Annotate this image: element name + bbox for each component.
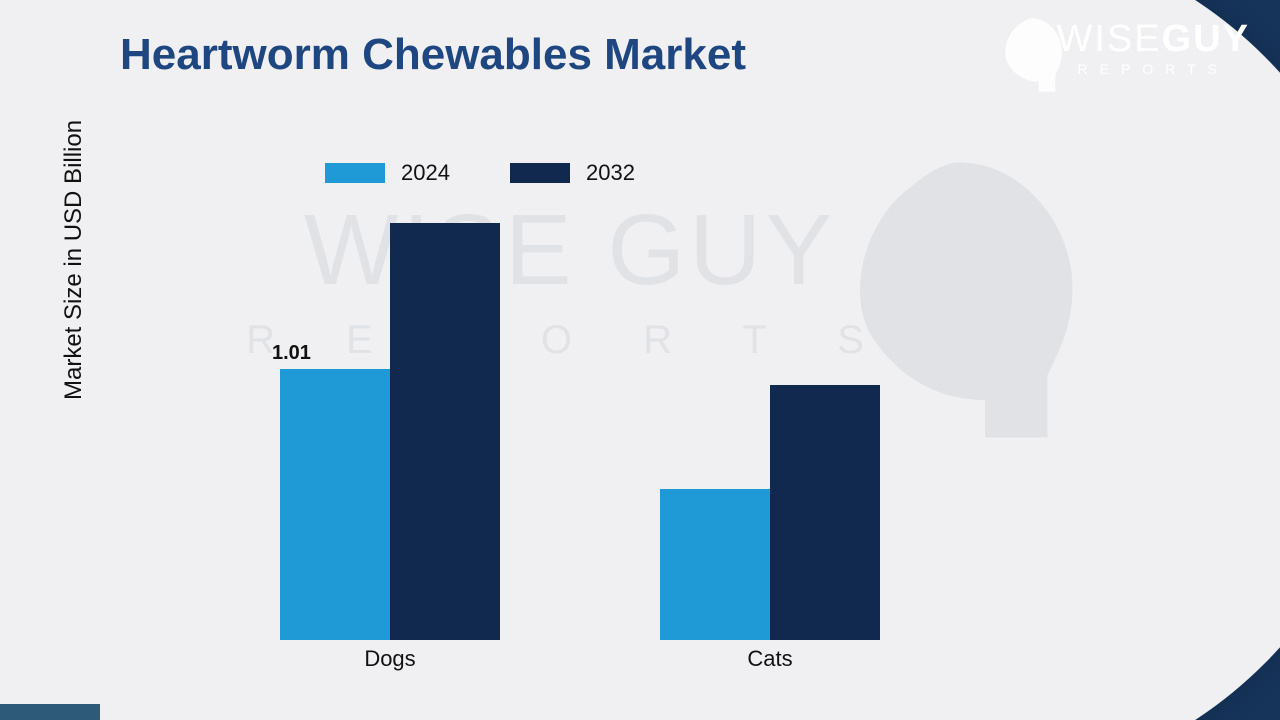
bar-cats-2032 bbox=[770, 385, 880, 640]
logo-head-icon bbox=[997, 15, 1067, 95]
page: Heartworm Chewables Market WISE GUY R E … bbox=[0, 0, 1280, 720]
logo-sub-text: REPORTS bbox=[1057, 62, 1250, 76]
chart-plot-area: Dogs Cats 1.01 bbox=[100, 210, 900, 640]
brand-logo: WISEGUY REPORTS bbox=[1057, 20, 1250, 76]
bar-group-dogs: Dogs bbox=[280, 223, 500, 640]
legend-label: 2032 bbox=[586, 160, 635, 186]
category-label: Dogs bbox=[280, 640, 500, 672]
data-label: 1.01 bbox=[272, 342, 311, 365]
legend-label: 2024 bbox=[401, 160, 450, 186]
logo-main-text: WISEGUY bbox=[1057, 20, 1250, 58]
legend-item-2024: 2024 bbox=[325, 160, 450, 186]
legend-swatch bbox=[510, 163, 570, 183]
bar-cats-2024 bbox=[660, 489, 770, 640]
legend: 2024 2032 bbox=[0, 160, 960, 189]
legend-item-2032: 2032 bbox=[510, 160, 635, 186]
footer-accent-bar bbox=[0, 704, 100, 720]
legend-swatch bbox=[325, 163, 385, 183]
bar-dogs-2032 bbox=[390, 223, 500, 640]
bar-group-cats: Cats bbox=[660, 385, 880, 640]
category-label: Cats bbox=[660, 640, 880, 672]
logo-word-guy: GUY bbox=[1162, 18, 1250, 60]
logo-word-wise: WISE bbox=[1057, 18, 1162, 60]
bar-dogs-2024 bbox=[280, 369, 390, 640]
chart-title: Heartworm Chewables Market bbox=[120, 30, 746, 80]
